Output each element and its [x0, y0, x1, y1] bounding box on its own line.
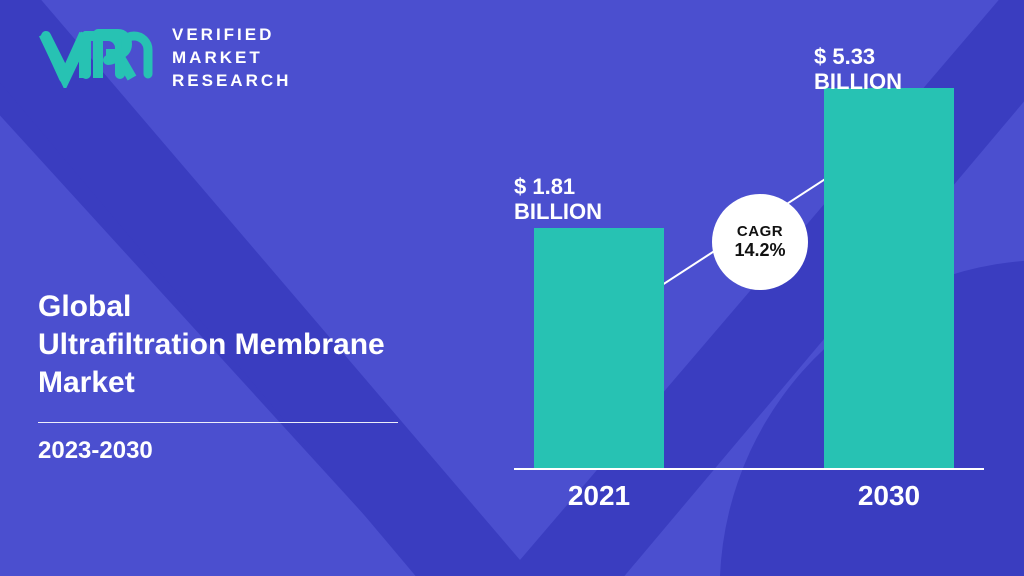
- cagr-label: CAGR: [737, 223, 783, 240]
- brand-name: VERIFIED MARKET RESEARCH: [172, 24, 291, 93]
- bar-value-2030: $ 5.33: [814, 44, 875, 69]
- year-2021: 2021: [534, 480, 664, 512]
- bar-label-2030: $ 5.33 BILLION: [814, 44, 994, 95]
- bar-unit-2021: BILLION: [514, 199, 602, 224]
- forecast-period: 2023-2030: [38, 437, 398, 465]
- title-line-3: Market: [38, 366, 398, 400]
- bar-2030: [824, 88, 954, 468]
- x-axis: [514, 468, 984, 470]
- title-line-2: Ultrafiltration Membrane: [38, 328, 398, 362]
- cagr-badge: CAGR 14.2%: [712, 194, 808, 290]
- brand-logo: VERIFIED MARKET RESEARCH: [38, 24, 291, 93]
- logo-mark-icon: [38, 28, 158, 88]
- title-line-1: Global: [38, 290, 398, 324]
- bar-label-2021: $ 1.81 BILLION: [514, 174, 694, 225]
- title-divider: [38, 422, 398, 423]
- bar-value-2021: $ 1.81: [514, 174, 575, 199]
- cagr-value: 14.2%: [734, 240, 785, 261]
- bar-2021: [534, 228, 664, 468]
- brand-line3: RESEARCH: [172, 70, 291, 93]
- market-bar-chart: $ 1.81 BILLION $ 5.33 BILLION 2021 2030 …: [514, 56, 984, 516]
- brand-line1: VERIFIED: [172, 24, 291, 47]
- title-block: Global Ultrafiltration Membrane Market 2…: [38, 290, 398, 465]
- year-2030: 2030: [824, 480, 954, 512]
- bar-unit-2030: BILLION: [814, 69, 902, 94]
- brand-line2: MARKET: [172, 47, 291, 70]
